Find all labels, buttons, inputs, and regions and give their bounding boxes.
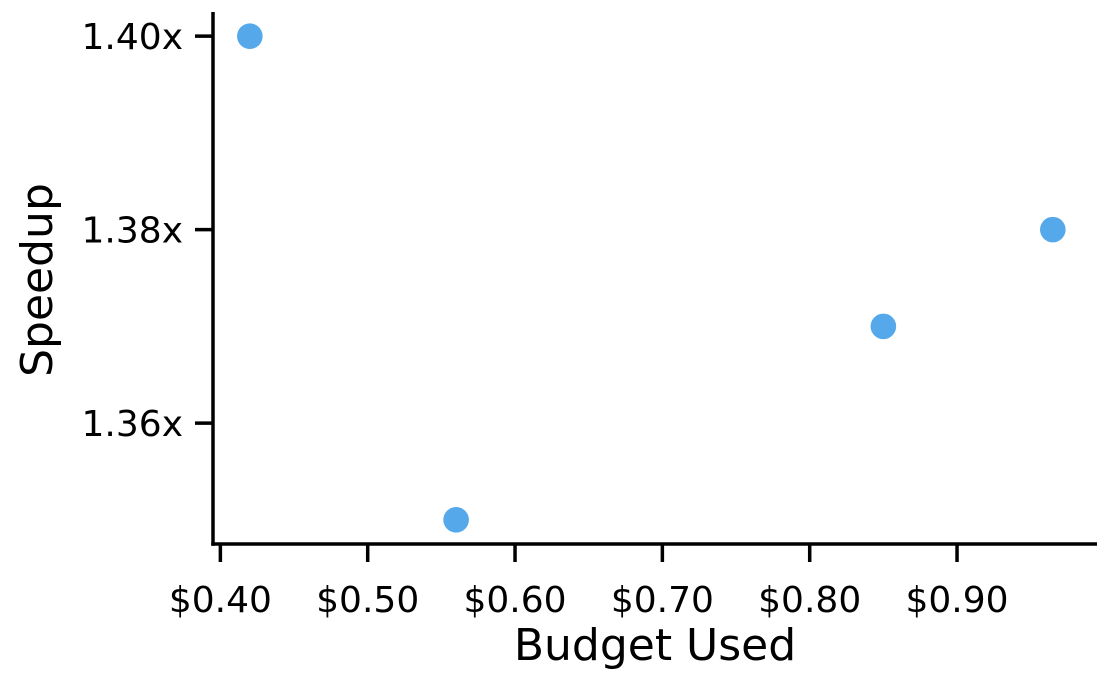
y-tick-label: 1.40x — [82, 17, 183, 58]
data-point — [237, 23, 263, 49]
x-tick-label: $0.90 — [906, 580, 1009, 621]
x-tick-label: $0.60 — [464, 580, 567, 621]
y-tick-label: 1.38x — [82, 211, 183, 252]
data-point — [443, 507, 469, 533]
x-tick-label: $0.70 — [611, 580, 714, 621]
data-point — [1040, 216, 1066, 243]
x-tick-label: $0.40 — [169, 580, 272, 621]
x-tick-label: $0.80 — [758, 580, 861, 621]
x-tick-label: $0.50 — [316, 580, 419, 621]
y-axis-label: Speedup — [12, 183, 63, 377]
y-tick-label: 1.36x — [82, 404, 183, 445]
x-axis-label: Budget Used — [513, 620, 797, 671]
data-point — [870, 313, 897, 340]
